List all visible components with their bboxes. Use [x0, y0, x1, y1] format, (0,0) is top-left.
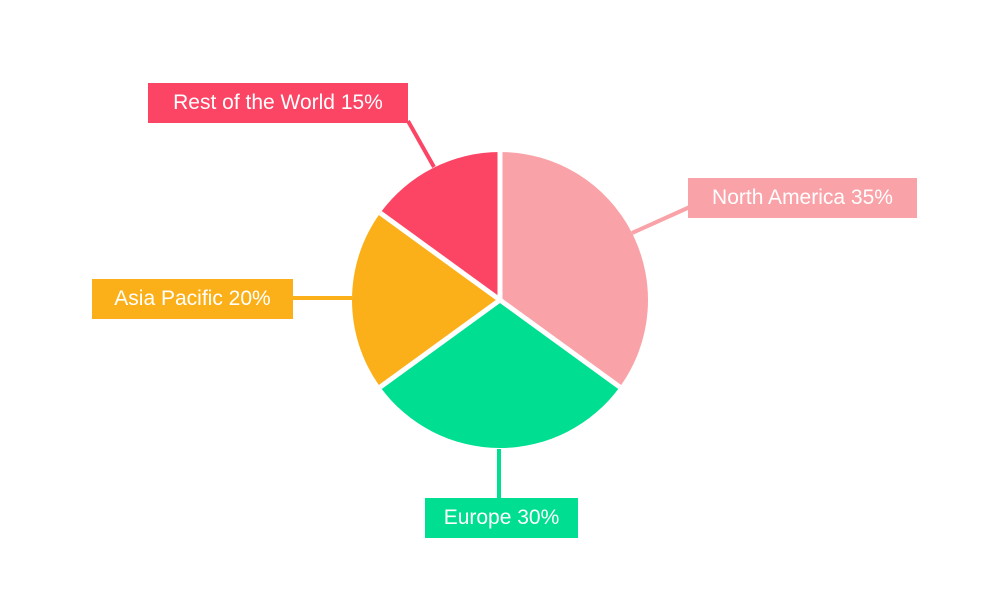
pie-slice-rest-of-the-world[interactable]	[380, 152, 500, 300]
leader-line-north-america	[631, 204, 693, 235]
pie-slice-asia-pacific[interactable]	[352, 213, 500, 387]
callout-north-america: North America 35%	[688, 178, 917, 218]
leader-line-rest-of-the-world	[406, 120, 436, 168]
callout-asia-pacific: Asia Pacific 20%	[92, 279, 293, 319]
callout-rest-of-the-world: Rest of the World 15%	[148, 83, 408, 123]
slice-separator	[378, 210, 502, 303]
slice-separator	[378, 297, 502, 390]
callout-europe: Europe 30%	[425, 498, 578, 538]
pie-slice-north-america[interactable]	[500, 152, 649, 387]
pie-slice-europe[interactable]	[380, 300, 620, 448]
slice-separator	[498, 297, 622, 390]
